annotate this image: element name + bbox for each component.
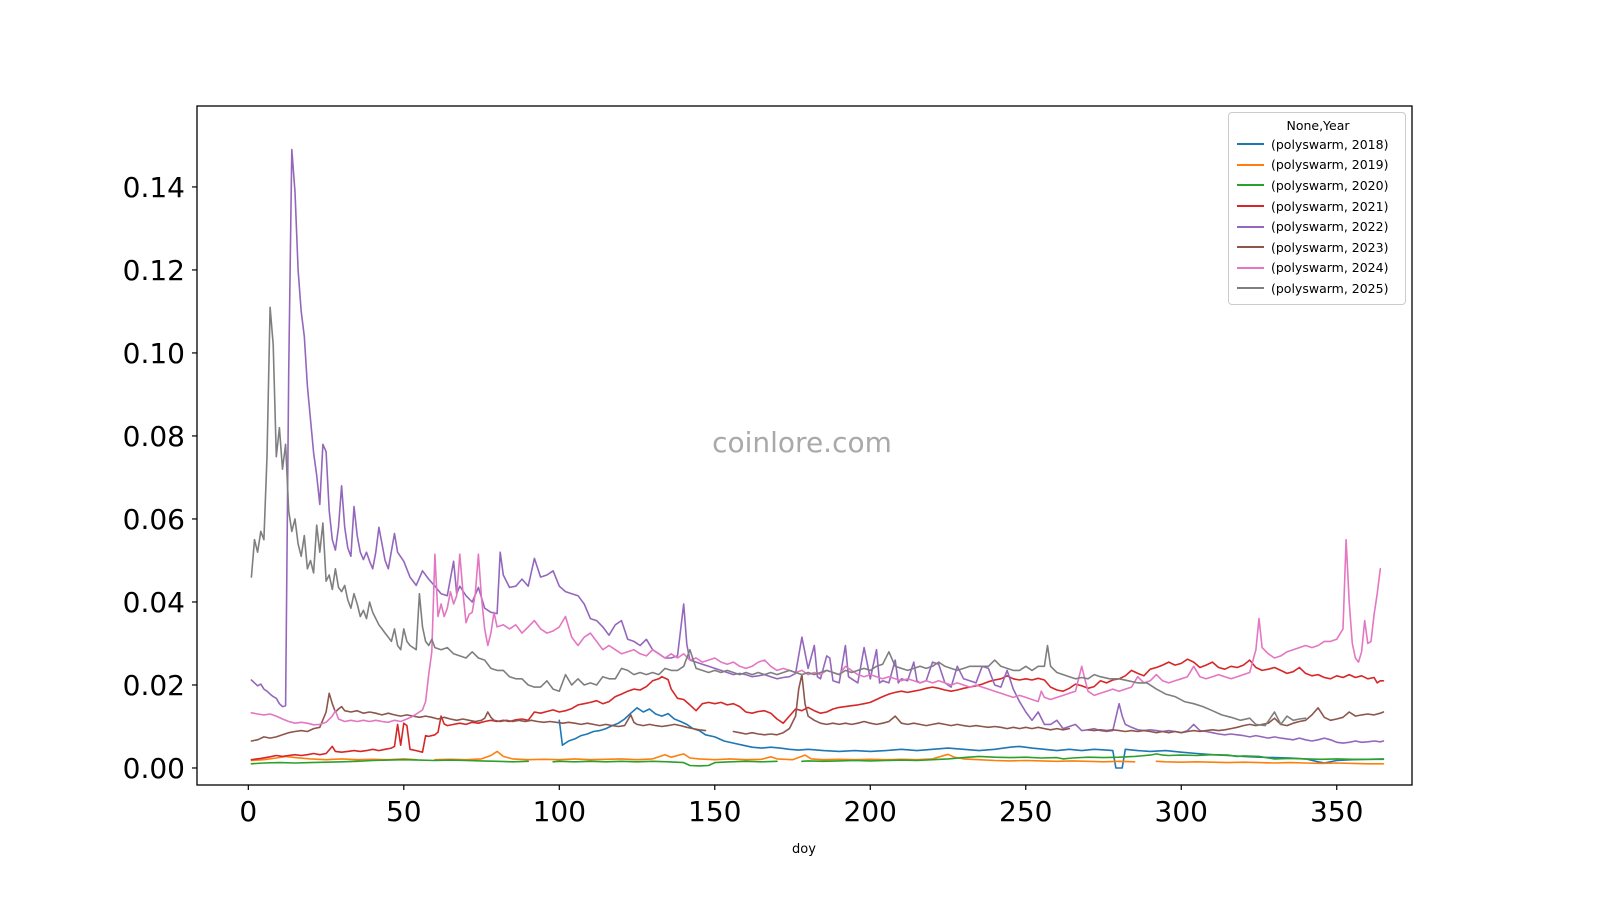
x-tick-label: 300 xyxy=(1155,795,1208,828)
legend-swatch xyxy=(1237,287,1264,290)
x-tick-label: 50 xyxy=(386,795,422,828)
series-line-2025 xyxy=(250,306,1307,727)
x-tick-label: 100 xyxy=(533,795,586,828)
legend-entry: (polyswarm, 2022) xyxy=(1237,216,1399,237)
legend-title: None,Year xyxy=(1286,118,1350,133)
legend-entry: (polyswarm, 2019) xyxy=(1237,155,1399,176)
x-tick-label: 150 xyxy=(688,795,741,828)
series-line-2020 xyxy=(250,753,1385,767)
x-tick-label: 350 xyxy=(1310,795,1363,828)
y-tick-label: 0.02 xyxy=(123,669,185,702)
y-tick-label: 0.14 xyxy=(123,171,185,204)
legend: None,Year (polyswarm, 2018) (polyswarm, 2… xyxy=(1228,112,1406,305)
legend-label: (polyswarm, 2018) xyxy=(1271,136,1389,152)
legend-label: (polyswarm, 2022) xyxy=(1271,219,1389,235)
x-axis-label: doy xyxy=(792,842,816,857)
x-tick-label: 0 xyxy=(239,795,257,828)
watermark: coinlore.com xyxy=(712,426,892,459)
x-tick-label: 250 xyxy=(999,795,1052,828)
y-tick-label: 0.04 xyxy=(123,586,185,619)
y-tick-label: 0.10 xyxy=(123,337,185,370)
series-line-2021 xyxy=(250,658,1385,761)
legend-entry: (polyswarm, 2025) xyxy=(1237,278,1399,299)
legend-swatch xyxy=(1237,205,1264,208)
legend-swatch xyxy=(1237,225,1264,228)
legend-entry: (polyswarm, 2020) xyxy=(1237,175,1399,196)
series-line-2024 xyxy=(250,538,1382,726)
legend-swatch xyxy=(1237,184,1264,187)
legend-label: (polyswarm, 2024) xyxy=(1271,260,1389,276)
y-tick-label: 0.12 xyxy=(123,254,185,287)
series-line-2023 xyxy=(250,673,1385,742)
plot-border xyxy=(196,105,1413,786)
legend-entry: (polyswarm, 2021) xyxy=(1237,196,1399,217)
legend-entry: (polyswarm, 2018) xyxy=(1237,134,1399,155)
y-tick-label: 0.00 xyxy=(123,752,185,785)
legend-entry: (polyswarm, 2023) xyxy=(1237,237,1399,258)
x-tick-label: 200 xyxy=(844,795,897,828)
x-axis-ticks: 0 50 100 150 200 250 300 350 xyxy=(239,785,1363,828)
legend-swatch xyxy=(1237,143,1264,146)
legend-entry: (polyswarm, 2024) xyxy=(1237,258,1399,279)
legend-label: (polyswarm, 2025) xyxy=(1271,280,1389,296)
legend-label: (polyswarm, 2019) xyxy=(1271,157,1389,173)
series-lines xyxy=(250,148,1385,769)
legend-label: (polyswarm, 2021) xyxy=(1271,198,1389,214)
y-tick-label: 0.06 xyxy=(123,503,185,536)
legend-swatch xyxy=(1237,266,1264,269)
legend-swatch xyxy=(1237,246,1264,249)
series-line-2018 xyxy=(558,707,1385,769)
y-tick-label: 0.08 xyxy=(123,420,185,453)
y-axis-ticks: 0.00 0.02 0.04 0.06 0.08 0.10 0.12 0.14 xyxy=(123,171,197,785)
legend-entries: (polyswarm, 2018) (polyswarm, 2019) (polys… xyxy=(1237,134,1399,299)
legend-label: (polyswarm, 2020) xyxy=(1271,177,1389,193)
legend-label: (polyswarm, 2023) xyxy=(1271,239,1389,255)
legend-swatch xyxy=(1237,163,1264,166)
